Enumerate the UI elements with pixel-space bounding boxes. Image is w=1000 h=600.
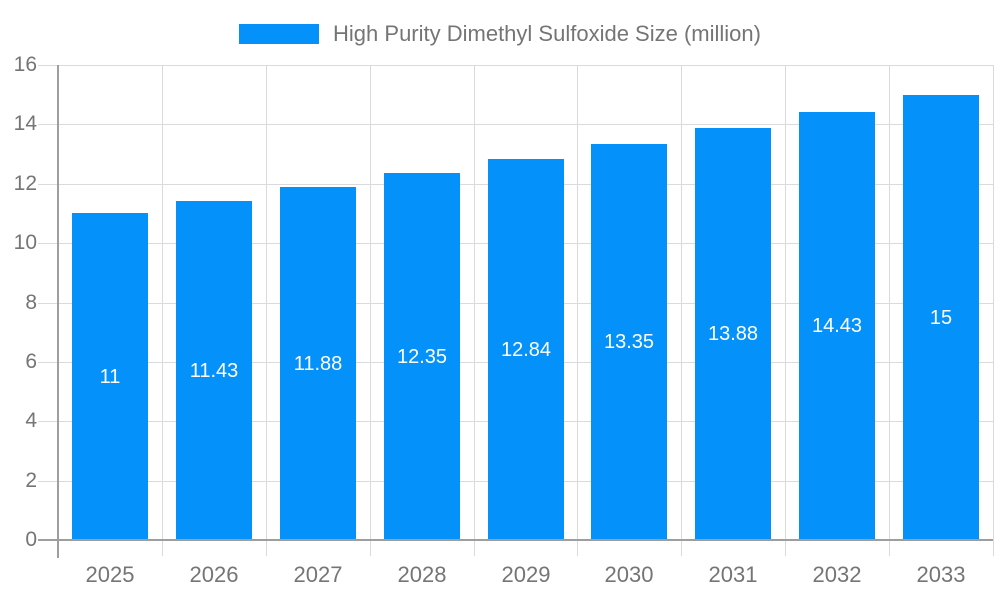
y-axis-tick-label: 14	[13, 112, 37, 135]
y-axis-tick-label: 8	[25, 291, 37, 314]
y-axis-tick-label: 12	[13, 172, 37, 195]
chart-legend[interactable]: High Purity Dimethyl Sulfoxide Size (mil…	[0, 18, 1000, 50]
x-gridline	[162, 65, 163, 556]
bar-value-label: 13.35	[603, 331, 655, 353]
x-gridline	[370, 65, 371, 556]
bar-value-label: 11.43	[189, 360, 239, 382]
x-axis-tick-label: 2027	[293, 562, 343, 587]
bar-2031	[695, 128, 771, 540]
x-axis-tick-label: 2028	[397, 562, 447, 587]
x-gridline	[266, 65, 267, 556]
y-axis-tick-label: 6	[25, 350, 37, 373]
bar-value-label: 11	[99, 366, 121, 388]
y-axis-tick-label: 2	[25, 469, 37, 492]
y-axis-tick-label: 16	[13, 53, 37, 76]
y-axis-tick-label: 0	[25, 528, 37, 551]
bar-value-label: 12.84	[500, 339, 552, 361]
x-gridline	[785, 65, 786, 556]
x-gridline	[993, 65, 994, 556]
bar-2032	[799, 112, 875, 540]
bar-2026	[176, 201, 252, 540]
x-axis-tick-label: 2029	[501, 562, 551, 587]
x-axis-line	[38, 539, 993, 541]
legend-series-label: High Purity Dimethyl Sulfoxide Size (mil…	[333, 21, 761, 46]
y-axis-line	[57, 65, 59, 558]
bar-2028	[384, 173, 460, 540]
x-axis-tick-label: 2030	[604, 562, 654, 587]
bar-2030	[591, 144, 667, 540]
bar-2029	[488, 159, 564, 540]
x-axis-tick-label: 2025	[85, 562, 135, 587]
bar-value-label: 12.35	[396, 346, 448, 368]
x-gridline	[577, 65, 578, 556]
x-gridline	[474, 65, 475, 556]
x-axis-tick-label: 2026	[189, 562, 239, 587]
x-gridline	[681, 65, 682, 556]
bar-2027	[280, 187, 356, 540]
bar-value-label: 14.43	[811, 315, 863, 337]
bar-value-label: 13.88	[707, 323, 759, 345]
x-axis-tick-label: 2031	[708, 562, 758, 587]
y-axis-tick-label: 10	[13, 231, 37, 254]
bar-value-label: 11.88	[293, 353, 343, 375]
x-axis-tick-label: 2033	[916, 562, 966, 587]
bar-2025	[72, 213, 148, 540]
legend-color-swatch-icon	[239, 24, 320, 44]
x-gridline	[889, 65, 890, 556]
y-gridline	[38, 65, 993, 66]
bar-2033	[903, 95, 979, 540]
y-gridline	[38, 124, 993, 125]
y-axis-tick-label: 4	[25, 409, 37, 432]
bar-value-label: 15	[929, 307, 953, 329]
x-axis-tick-label: 2032	[812, 562, 862, 587]
